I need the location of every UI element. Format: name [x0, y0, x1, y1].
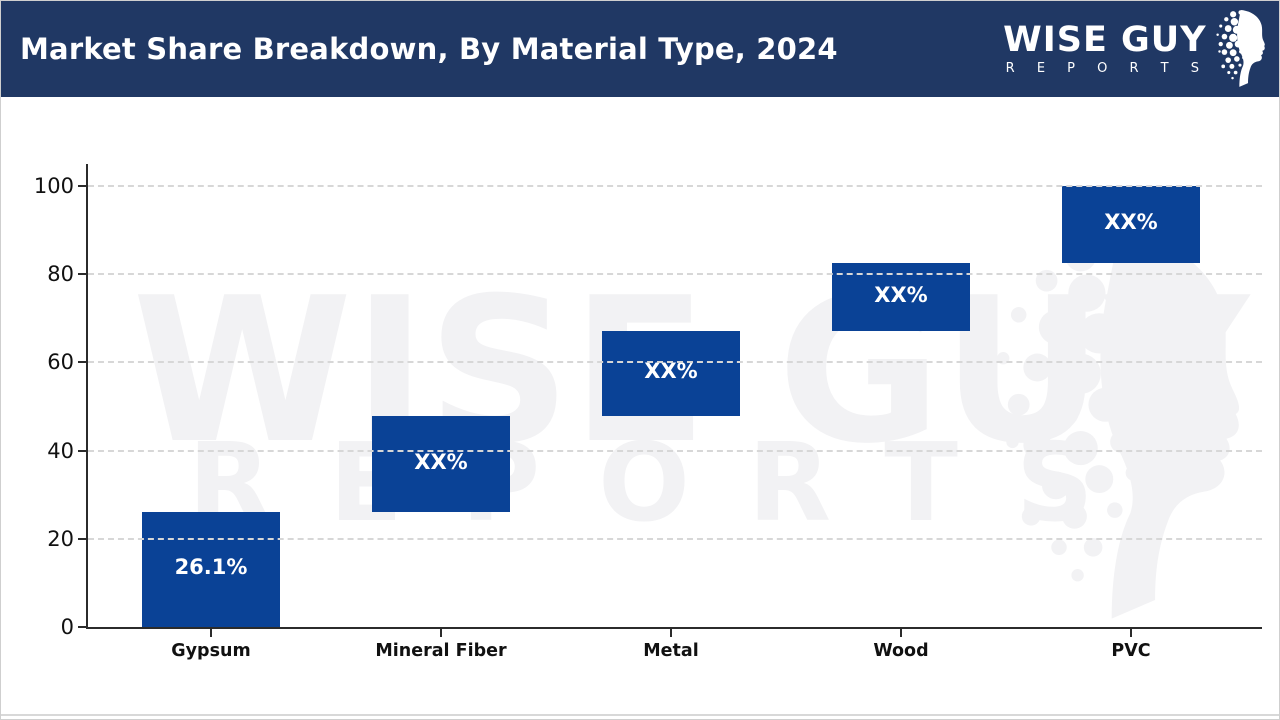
- y-tick: [78, 361, 86, 364]
- x-tick-label: Metal: [643, 641, 699, 661]
- logo-wordmark: WISE GUY: [1003, 20, 1207, 61]
- y-tick: [78, 185, 86, 187]
- x-axis-line: [86, 627, 1262, 629]
- x-tick: [210, 629, 212, 637]
- y-tick-label: 100: [33, 174, 74, 198]
- x-tick: [670, 629, 672, 637]
- y-tick: [78, 273, 86, 276]
- grid-line: [88, 185, 1262, 187]
- y-tick-label: 60: [47, 350, 74, 375]
- logo-subtitle: R E P O R T S: [1005, 60, 1208, 76]
- bar-value-label: XX%: [414, 449, 468, 474]
- x-tick: [900, 629, 902, 637]
- x-tick: [1130, 629, 1132, 637]
- grid-line: [88, 449, 1262, 452]
- grid-line: [88, 273, 1262, 276]
- bar-pvc: [1062, 186, 1200, 263]
- bar-value-label: XX%: [1104, 210, 1158, 235]
- bar-value-label: XX%: [874, 282, 928, 307]
- wiseguy-head-icon: [1204, 8, 1266, 90]
- bottom-divider: [0, 714, 1280, 716]
- x-tick-label: Wood: [873, 641, 929, 661]
- header-bar: Market Share Breakdown, By Material Type…: [0, 0, 1280, 97]
- grid-line: [88, 537, 1262, 540]
- grid-line: [88, 361, 1262, 364]
- x-tick-label: PVC: [1111, 641, 1151, 661]
- bar-gypsum: [142, 511, 280, 627]
- y-tick: [78, 537, 86, 540]
- wiseguy-logo: WISE GUY R E P O R T S: [1002, 6, 1266, 92]
- watermark-subtitle: REPORTS: [188, 421, 1152, 546]
- y-tick-label: 0: [60, 615, 74, 639]
- x-tick-label: Gypsum: [171, 641, 251, 661]
- wiseguy-logo-text: WISE GUY R E P O R T S: [1002, 22, 1208, 76]
- y-tick: [78, 626, 86, 628]
- bar-value-label: 26.1%: [174, 555, 248, 580]
- bar-mineral-fiber: [372, 415, 510, 512]
- y-tick: [78, 449, 86, 452]
- y-tick-label: 40: [47, 438, 74, 463]
- x-tick: [440, 629, 442, 637]
- y-tick-label: 20: [47, 526, 74, 551]
- y-axis-line: [86, 164, 88, 629]
- y-tick-label: 80: [47, 262, 74, 287]
- page-title: Market Share Breakdown, By Material Type…: [20, 31, 838, 66]
- bar-metal: [602, 330, 740, 416]
- x-tick-label: Mineral Fiber: [375, 641, 507, 661]
